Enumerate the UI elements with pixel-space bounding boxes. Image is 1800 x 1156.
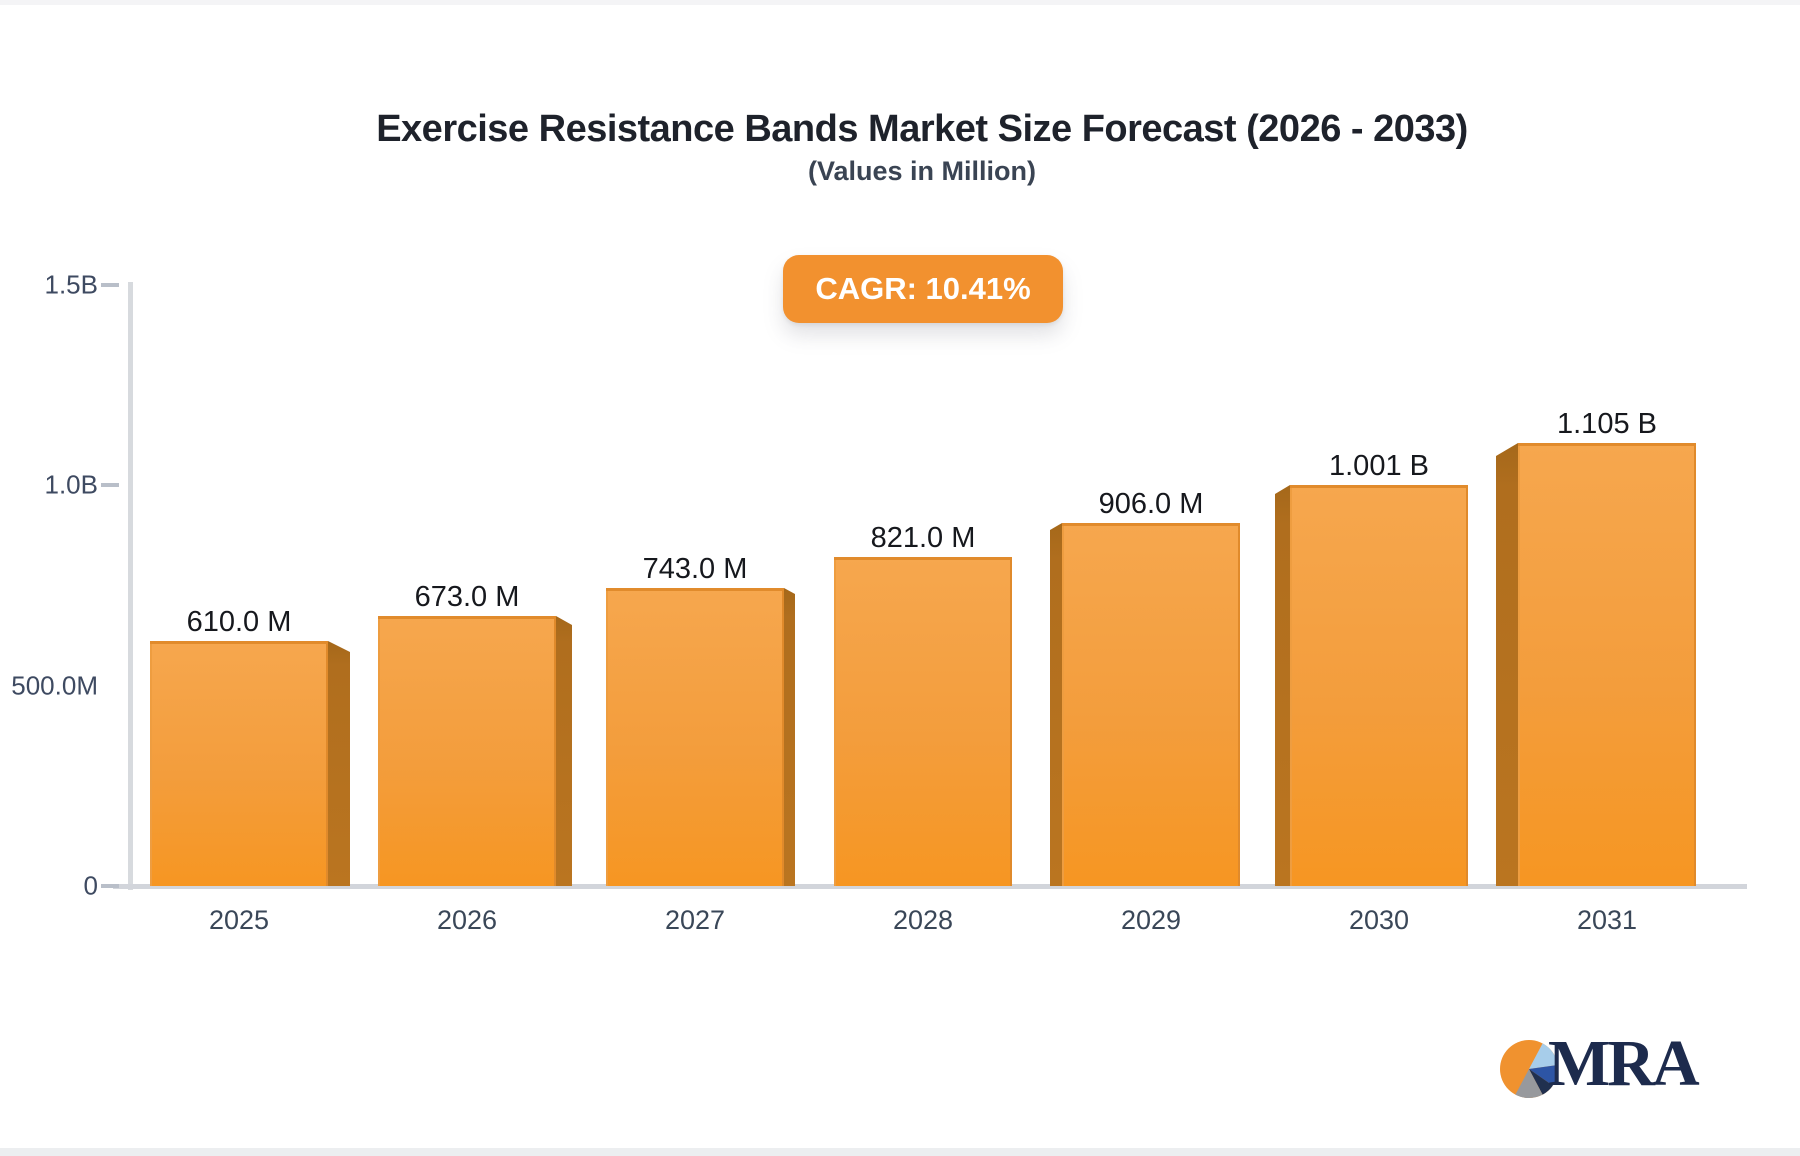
bar-value-2026: 673.0 M bbox=[414, 581, 520, 613]
bar-value-2031: 1.105 B bbox=[1557, 408, 1657, 440]
y-tick-label-0: 0 bbox=[83, 870, 98, 901]
logo-wordmark: MRA bbox=[1548, 1027, 1700, 1100]
y-tick-1.5B bbox=[101, 282, 119, 287]
bar-2028 bbox=[834, 557, 1012, 886]
x-axis-line bbox=[113, 884, 1747, 889]
x-label-2030: 2030 bbox=[1348, 905, 1410, 935]
bar-side-2029 bbox=[1050, 523, 1062, 886]
pie-chart-logo-icon bbox=[1500, 1040, 1558, 1098]
x-label-2025: 2025 bbox=[208, 905, 270, 935]
bar-value-2027: 743.0 M bbox=[642, 553, 748, 585]
bar-side-2025 bbox=[328, 641, 350, 886]
y-tick-0 bbox=[101, 884, 119, 888]
bar-side-2026 bbox=[556, 616, 572, 886]
bar-2030 bbox=[1290, 485, 1468, 886]
bar-side-2030 bbox=[1275, 485, 1290, 886]
y-tick-1.0B bbox=[101, 483, 119, 487]
page-edge-top bbox=[0, 0, 1800, 5]
x-label-2028: 2028 bbox=[892, 905, 954, 935]
bar-value-2025: 610.0 M bbox=[186, 606, 292, 638]
bar-2031 bbox=[1518, 443, 1696, 886]
y-tick-label-500.0M: 500.0M bbox=[11, 670, 98, 700]
x-label-2029: 2029 bbox=[1120, 905, 1182, 935]
y-tick-label-1.0B: 1.0B bbox=[44, 469, 99, 500]
y-axis-line bbox=[128, 282, 133, 890]
chart-subtitle: (Values in Million) bbox=[807, 156, 1037, 186]
page-edge-bottom bbox=[0, 1148, 1800, 1156]
y-tick-label-1.5B: 1.5B bbox=[44, 269, 99, 299]
x-label-2027: 2027 bbox=[664, 905, 726, 935]
bar-2027 bbox=[606, 588, 784, 886]
x-label-2031: 2031 bbox=[1576, 905, 1638, 935]
bar-value-2029: 906.0 M bbox=[1098, 488, 1204, 520]
bar-2029 bbox=[1062, 523, 1240, 886]
cagr-badge: CAGR: 10.41% bbox=[783, 255, 1063, 323]
bar-2026 bbox=[378, 616, 556, 886]
bar-value-2030: 1.001 B bbox=[1329, 450, 1429, 482]
bar-2025 bbox=[150, 641, 328, 886]
mra-logo: MRA bbox=[1498, 1027, 1728, 1110]
bar-side-2031 bbox=[1496, 443, 1518, 886]
chart-title: Exercise Resistance Bands Market Size Fo… bbox=[376, 108, 1468, 150]
bar-value-2028: 821.0 M bbox=[870, 522, 976, 554]
bar-side-2027 bbox=[784, 588, 795, 886]
x-label-2026: 2026 bbox=[436, 905, 498, 935]
